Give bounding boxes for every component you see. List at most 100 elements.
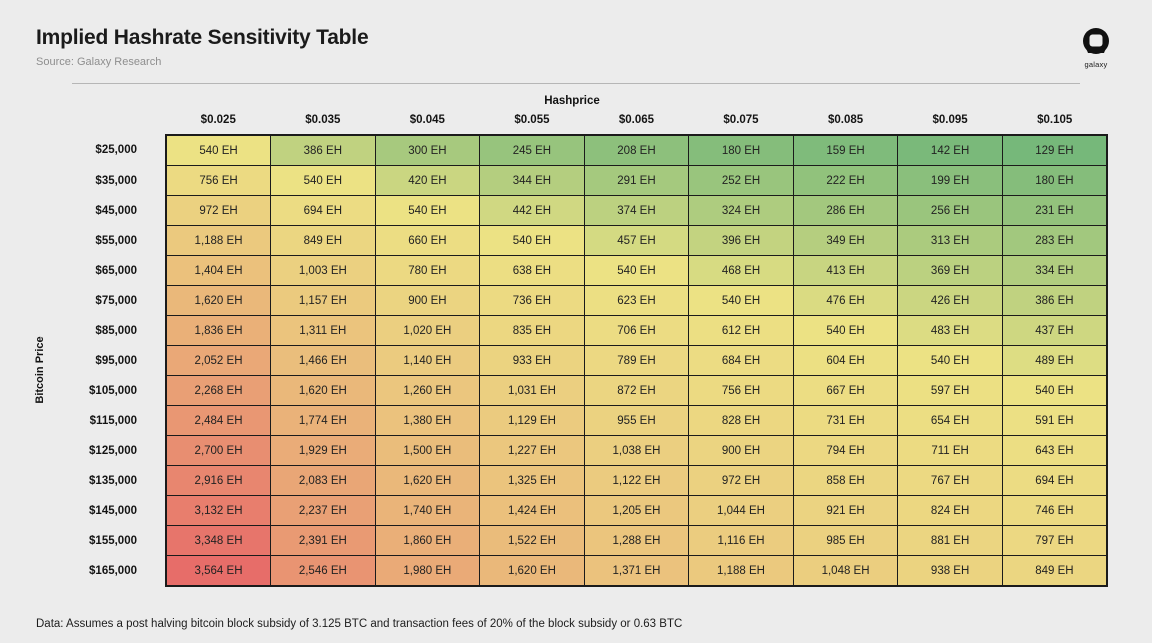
heatmap-cell: 921 EH: [792, 495, 899, 526]
heatmap-cell: 2,700 EH: [165, 435, 272, 466]
table-row: $35,000 756 EH 540 EH 420 EH 344 EH 291 EH 252…: [36, 165, 1108, 196]
heatmap-cell: 437 EH: [1001, 315, 1108, 346]
heatmap-cell: 849 EH: [1001, 555, 1108, 587]
heatmap-cell: 386 EH: [270, 134, 376, 166]
galaxy-logo-icon: [1076, 26, 1116, 58]
column-axis-title: Hashprice: [544, 95, 600, 107]
heatmap-cell: 794 EH: [792, 435, 899, 466]
heatmap-cell: 1,620 EH: [374, 465, 481, 496]
heatmap-cell: 231 EH: [1001, 195, 1108, 226]
heatmap-cell: 2,268 EH: [165, 375, 272, 406]
heatmap-cell: 938 EH: [897, 555, 1003, 587]
column-header: $0.045: [409, 114, 445, 126]
heatmap-cell: 334 EH: [1001, 255, 1108, 286]
row-header: $155,000: [89, 534, 137, 547]
heatmap-cell: 1,500 EH: [374, 435, 481, 466]
heatmap-cell: 159 EH: [792, 134, 899, 166]
heatmap-cell: 1,522 EH: [479, 525, 585, 556]
table-row: $95,000 2,052 EH 1,466 EH 1,140 EH 933 EH 789…: [36, 345, 1108, 376]
heatmap-cell: 2,484 EH: [165, 405, 272, 436]
heatmap-cell: 142 EH: [897, 134, 1003, 166]
heatmap-cell: 3,564 EH: [165, 555, 272, 587]
table-row: $45,000 972 EH 694 EH 540 EH 442 EH 374 EH 324…: [36, 195, 1108, 226]
heatmap-cell: 1,020 EH: [374, 315, 481, 346]
galaxy-logo: galaxy: [1076, 26, 1116, 69]
table-row: $155,000 3,348 EH 2,391 EH 1,860 EH 1,522 EH…: [36, 525, 1108, 556]
heatmap-cell: 324 EH: [688, 195, 794, 226]
table-row: $65,000 1,404 EH 1,003 EH 780 EH 638 EH 540 E…: [36, 255, 1108, 286]
heatmap-cell: 442 EH: [479, 195, 585, 226]
heatmap-cell: 349 EH: [792, 225, 899, 256]
heatmap-cell: 3,132 EH: [165, 495, 272, 526]
heatmap-cell: 540 EH: [897, 345, 1003, 376]
heatmap-cell: 789 EH: [583, 345, 690, 376]
heatmap-cell: 540 EH: [688, 285, 794, 316]
heatmap-cell: 1,620 EH: [165, 285, 272, 316]
heatmap-cell: 623 EH: [583, 285, 690, 316]
heatmap-cell: 476 EH: [792, 285, 899, 316]
heatmap-cell: 933 EH: [479, 345, 585, 376]
heatmap-cell: 180 EH: [1001, 165, 1108, 196]
heatmap-cell: 972 EH: [688, 465, 794, 496]
heatmap-cell: 900 EH: [374, 285, 481, 316]
heatmap-cell: 1,371 EH: [583, 555, 690, 587]
heatmap-cell: 881 EH: [897, 525, 1003, 556]
data-note: Data: Assumes a post halving bitcoin blo…: [36, 618, 683, 630]
row-header: $25,000: [95, 144, 137, 157]
heatmap-cell: 344 EH: [479, 165, 585, 196]
heatmap-cell: 731 EH: [792, 405, 899, 436]
row-header: $95,000: [95, 354, 137, 367]
table-row: $135,000 2,916 EH 2,083 EH 1,620 EH 1,325 EH…: [36, 465, 1108, 496]
heatmap-cell: 1,774 EH: [270, 405, 376, 436]
heatmap-cell: 369 EH: [897, 255, 1003, 286]
heatmap-cell: 1,048 EH: [792, 555, 899, 587]
galaxy-logo-label: galaxy: [1084, 60, 1108, 69]
row-header: $145,000: [89, 504, 137, 517]
heatmap-cell: 540 EH: [374, 195, 481, 226]
header-divider: [72, 83, 1080, 84]
heatmap-cell: 756 EH: [688, 375, 794, 406]
heatmap-cell: 767 EH: [897, 465, 1003, 496]
heatmap-cell: 199 EH: [897, 165, 1003, 196]
heatmap-cell: 872 EH: [583, 375, 690, 406]
heatmap-cell: 706 EH: [583, 315, 690, 346]
heatmap-cell: 540 EH: [479, 225, 585, 256]
column-header: $0.095: [932, 114, 968, 126]
heatmap-cell: 1,620 EH: [270, 375, 376, 406]
heatmap-cell: 900 EH: [688, 435, 794, 466]
row-header: $35,000: [95, 174, 137, 187]
table-row: $55,000 1,188 EH 849 EH 660 EH 540 EH 457 EH 3…: [36, 225, 1108, 256]
table-row: $115,000 2,484 EH 1,774 EH 1,380 EH 1,129 EH…: [36, 405, 1108, 436]
heatmap-cell: 955 EH: [583, 405, 690, 436]
heatmap-cell: 2,237 EH: [270, 495, 376, 526]
table-row: $85,000 1,836 EH 1,311 EH 1,020 EH 835 EH 706…: [36, 315, 1108, 346]
table-header-row: $0.025 $0.035 $0.045 $0.055 $0.065 $0.075 $0.0…: [36, 107, 1107, 135]
heatmap-cell: 180 EH: [688, 134, 794, 166]
column-header: $0.035: [305, 114, 341, 126]
heatmap-cell: 660 EH: [374, 225, 481, 256]
heatmap-cell: 858 EH: [792, 465, 899, 496]
heatmap-cell: 2,916 EH: [165, 465, 272, 496]
column-header: $0.025: [200, 114, 236, 126]
row-axis-title: Bitcoin Price: [34, 336, 46, 404]
heatmap-cell: 694 EH: [1001, 465, 1108, 496]
heatmap-cell: 1,031 EH: [479, 375, 585, 406]
heatmap-cell: 300 EH: [374, 134, 481, 166]
heatmap-cell: 756 EH: [165, 165, 272, 196]
heatmap-cell: 780 EH: [374, 255, 481, 286]
heatmap-cell: 540 EH: [270, 165, 376, 196]
heatmap-cell: 1,380 EH: [374, 405, 481, 436]
heatmap-cell: 1,116 EH: [688, 525, 794, 556]
heatmap-cell: 540 EH: [1001, 375, 1108, 406]
heatmap-cell: 828 EH: [688, 405, 794, 436]
column-header: $0.055: [514, 114, 550, 126]
heatmap-cell: 1,929 EH: [270, 435, 376, 466]
heatmap-cell: 667 EH: [792, 375, 899, 406]
heatmap-cell: 643 EH: [1001, 435, 1108, 466]
heatmap-cell: 540 EH: [583, 255, 690, 286]
heatmap-cell: 1,205 EH: [583, 495, 690, 526]
heatmap-cell: 638 EH: [479, 255, 585, 286]
column-header: $0.065: [618, 114, 655, 126]
heatmap-cell: 1,980 EH: [374, 555, 481, 587]
